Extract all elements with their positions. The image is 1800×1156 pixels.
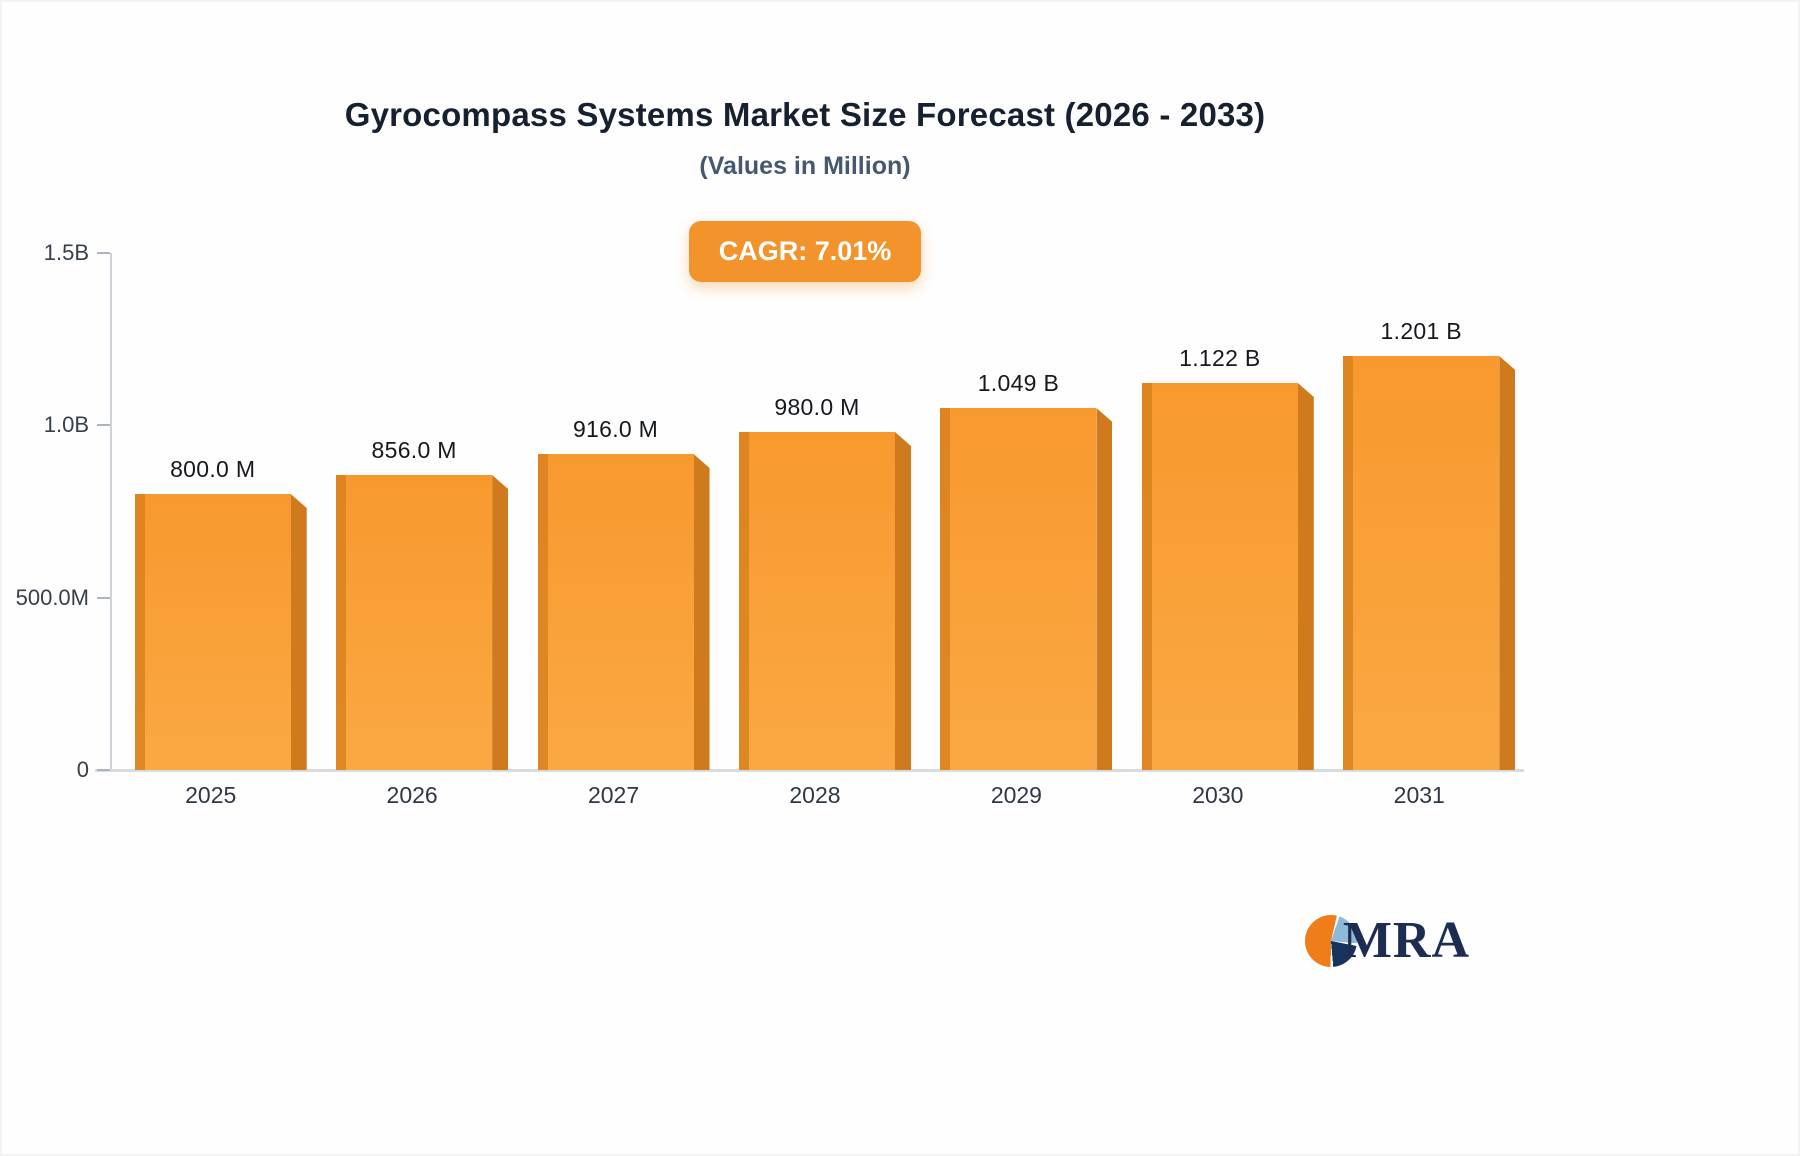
cagr-badge: CAGR: 7.01% [688,221,922,282]
x-axis-tick-label: 2028 [789,782,841,808]
pie-logo-icon [1304,914,1357,967]
bar[interactable] [738,432,895,770]
bar-value-label: 1.201 B [1380,318,1462,344]
y-axis-tick-mark [97,596,110,599]
y-axis-tick-mark [97,252,110,254]
bar-group: 916.0 M [515,253,716,770]
chart-subtitle: (Values in Million) [699,152,911,180]
x-axis-tick-label: 2031 [1393,782,1445,808]
y-axis-tick-label: 500.0M [15,584,89,610]
bar[interactable] [940,408,1097,770]
bar[interactable] [134,494,291,770]
bar-value-label: 800.0 M [170,456,256,482]
plot-area: 800.0 M 856.0 M 916.0 M 980.0 M 1.049 B 1.122… [16,240,1524,782]
y-axis-tick: 500.0M [16,585,110,611]
chart-header: Gyrocompass Systems Market Size Forecast… [0,0,1610,282]
bar-value-label: 856.0 M [371,437,457,463]
x-axis-tick-label: 2029 [990,782,1042,808]
bar-value-label: 1.122 B [1179,345,1261,371]
bar[interactable] [537,454,694,770]
bar-value-label: 916.0 M [572,416,659,442]
x-axis-line [95,769,1524,772]
y-axis-tick: 1.0B [44,412,110,438]
y-axis-tick-mark [97,769,110,771]
bar-group: 1.049 B [918,253,1119,770]
bar[interactable] [336,475,493,770]
x-axis-tick-label: 2026 [386,782,438,808]
y-axis-tick: 1.5B [44,240,110,266]
bar[interactable] [1141,383,1298,770]
bar-group: 1.201 B [1321,253,1522,770]
x-axis-tick-label: 2030 [1192,782,1244,808]
brand-logo-text: MRA [1342,912,1470,969]
y-axis-tick-label: 0 [76,757,89,782]
bar-group: 856.0 M [313,253,514,770]
bar-group: 800.0 M [112,253,313,770]
x-axis-labels: 2025 2026 2027 2028 2029 2030 2031 [110,782,1520,809]
bar-value-label: 980.0 M [774,394,860,420]
chart-title: Gyrocompass Systems Market Size Forecast… [344,96,1266,133]
x-axis-tick-label: 2025 [185,782,237,808]
bars-container: 800.0 M 856.0 M 916.0 M 980.0 M 1.049 B 1.122… [112,253,1522,770]
brand-logo: MRA [1304,911,1470,970]
y-axis-tick-label: 1.5B [43,240,89,265]
bar-group: 980.0 M [716,253,917,770]
y-axis-tick: 0 [77,757,110,783]
bar[interactable] [1343,356,1500,770]
x-axis-tick-label: 2027 [587,782,640,808]
y-axis-tick-label: 1.0B [43,412,89,438]
y-axis-tick-mark [97,424,110,427]
bar-value-label: 1.049 B [977,370,1060,396]
bar-group: 1.122 B [1119,253,1320,770]
